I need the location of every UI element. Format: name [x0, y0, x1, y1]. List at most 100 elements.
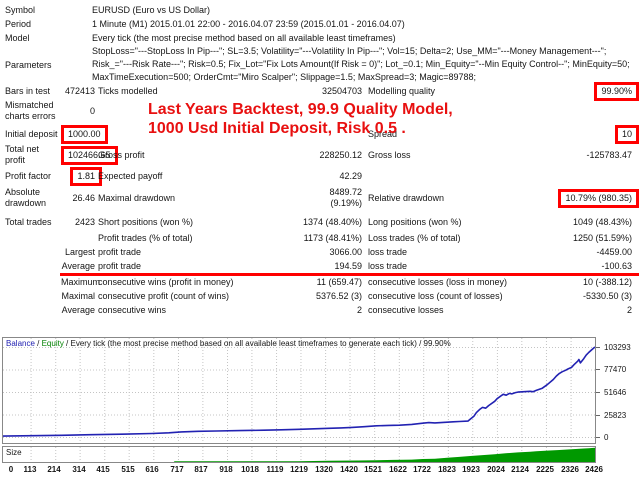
stat-value: 1049 (48.43%): [572, 216, 632, 227]
x-axis-label: 1320: [315, 465, 333, 474]
highlight-box: 102466.65: [61, 145, 118, 165]
stat-label: consecutive wins (profit in money): [98, 276, 234, 287]
stat-value: -4459.00: [596, 246, 632, 257]
stat-value: 10 (-388.12): [582, 276, 632, 287]
stat-label: Mismatched charts errors: [5, 100, 56, 121]
stat-label: Loss trades (% of total): [368, 232, 461, 243]
stat-label: loss trade: [368, 246, 408, 257]
stat-value: 472413: [64, 85, 95, 96]
y-axis-label: 103293: [604, 343, 631, 352]
stat-value: 1.81: [61, 166, 102, 186]
stat-value: 228250.12: [319, 149, 362, 160]
stat-label: Initial deposit: [5, 128, 58, 139]
balance-line: [3, 346, 595, 437]
stat-label: Long positions (won %): [368, 216, 462, 227]
stat-row: Average profit trade 194.59 loss trade -100.…: [0, 259, 640, 276]
y-axis-label: 51646: [604, 388, 627, 397]
stat-value: Maximum: [61, 276, 101, 287]
x-axis-label: 113: [23, 465, 37, 474]
stat-value: 2: [356, 304, 362, 315]
x-axis-label: 1420: [340, 465, 358, 474]
stat-value: 5376.52 (3): [315, 290, 362, 301]
stat-row: Average consecutive wins 2 consecutive loss…: [0, 303, 640, 317]
y-axis: 0 25823 51646 77470 103293: [596, 0, 640, 480]
y-axis-tick: [596, 437, 600, 438]
stat-label: Total net profit: [5, 144, 40, 165]
stat-row: Total trades 2423 Short positions (won %) 1…: [0, 215, 640, 229]
y-axis-tick: [596, 369, 600, 370]
info-label: Model: [5, 33, 30, 43]
stat-value: -100.63: [601, 260, 632, 271]
stat-value: 42.29: [339, 170, 362, 181]
info-value: EURUSD (Euro vs US Dollar): [92, 4, 211, 15]
y-axis-tick: [596, 347, 600, 348]
size-area: [3, 447, 595, 462]
y-axis-label: 25823: [604, 411, 627, 420]
x-axis-label: 1119: [266, 465, 284, 474]
x-axis-label: 2024: [487, 465, 505, 474]
info-row: Parameters StopLoss="---StopLoss In Pip--…: [0, 45, 640, 84]
stat-label: Short positions (won %): [98, 216, 194, 227]
stat-value: Average: [61, 260, 95, 271]
stat-label: Gross loss: [368, 149, 411, 160]
stat-label: consecutive profit (count of wins): [98, 290, 230, 301]
x-axis-label: 1219: [290, 465, 308, 474]
stat-value: 2423: [74, 216, 95, 227]
x-axis-label: 415: [96, 465, 110, 474]
stat-label: Relative drawdown: [368, 192, 445, 203]
info-label: Period: [5, 19, 32, 29]
legend-balance-label: Balance: [6, 339, 35, 348]
stat-row: Maximal consecutive profit (count of wins…: [0, 289, 640, 303]
stat-value: 1000.00: [61, 124, 108, 144]
stat-value: -125783.47: [586, 149, 632, 160]
stat-value: 11 (659.47): [316, 276, 362, 287]
x-axis-label: 1622: [389, 465, 407, 474]
x-axis-label: 2326: [561, 465, 579, 474]
x-axis: 0 113 214 314 415 515 616 717 817 918 1018 1119 1219…: [2, 465, 603, 477]
stat-value: 8489.72 (9.19%): [329, 187, 362, 208]
x-axis-label: 616: [145, 465, 159, 474]
x-axis-label: 314: [72, 465, 86, 474]
info-row: Period 1 Minute (M1) 2015.01.01 22:00 - 2…: [0, 17, 640, 31]
stat-value: 10.79% (980.35): [534, 188, 639, 208]
stat-label: profit trade: [98, 246, 142, 257]
highlight-box: 10: [614, 124, 639, 144]
stat-value: 194.59: [334, 260, 362, 271]
x-axis-label: 2225: [536, 465, 554, 474]
chart-canvas: [3, 338, 595, 443]
stat-label: Total trades: [5, 216, 52, 227]
stat-row: Largest profit trade 3066.00 loss trade -445…: [0, 245, 640, 259]
stat-label: profit trade: [98, 260, 142, 271]
x-axis-label: 2426: [585, 465, 603, 474]
stat-label: Expected payoff: [98, 170, 163, 181]
legend-separator: /: [63, 339, 71, 348]
stat-value: 1374 (48.40%): [302, 216, 362, 227]
stat-label: Bars in test: [5, 85, 51, 96]
stat-label: consecutive losses: [368, 304, 444, 315]
stat-label: Ticks modelled: [98, 85, 158, 96]
size-chart: Size: [2, 446, 596, 463]
stat-row: Initial deposit 1000.00 Spread 10: [0, 124, 640, 144]
x-axis-label: 0: [8, 465, 14, 474]
stat-label: consecutive loss (count of losses): [368, 290, 503, 301]
stat-value: 32504703: [321, 85, 362, 96]
stat-value: 1250 (51.59%): [572, 232, 632, 243]
stat-label: loss trade: [368, 260, 408, 271]
highlight-box: 1.81: [70, 166, 102, 186]
highlight-box: 10.79% (980.35): [558, 188, 639, 208]
chart-canvas: [3, 447, 595, 462]
x-axis-label: 214: [47, 465, 61, 474]
stat-value: 26.46: [72, 192, 95, 203]
stat-label: Modelling quality: [368, 85, 436, 96]
stat-label: Maximal drawdown: [98, 192, 176, 203]
info-value: 1 Minute (M1) 2015.01.01 22:00 - 2016.04…: [92, 18, 405, 29]
highlight-box: 99.90%: [594, 81, 639, 101]
stat-label: consecutive losses (loss in money): [368, 276, 508, 287]
x-axis-label: 2124: [511, 465, 529, 474]
stat-row: Bars in test 472413 Ticks modelled 32504703…: [0, 81, 640, 101]
info-value: StopLoss="---StopLoss In Pip---"; SL=3.5…: [92, 46, 630, 82]
stat-value: Maximal: [61, 290, 95, 301]
y-axis-tick: [596, 415, 600, 416]
x-axis-label: 918: [219, 465, 233, 474]
